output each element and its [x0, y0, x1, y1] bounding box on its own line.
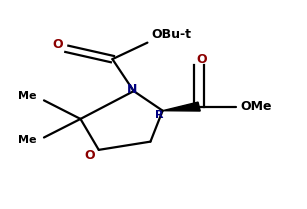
Text: Me: Me [18, 91, 36, 101]
Text: OBu-t: OBu-t [151, 28, 191, 41]
Text: R: R [155, 110, 164, 120]
Text: Me: Me [18, 135, 36, 145]
Text: O: O [197, 53, 208, 66]
Text: O: O [84, 149, 95, 162]
Text: O: O [52, 38, 63, 51]
Text: N: N [127, 83, 138, 96]
Polygon shape [163, 102, 200, 111]
Text: OMe: OMe [240, 100, 272, 113]
